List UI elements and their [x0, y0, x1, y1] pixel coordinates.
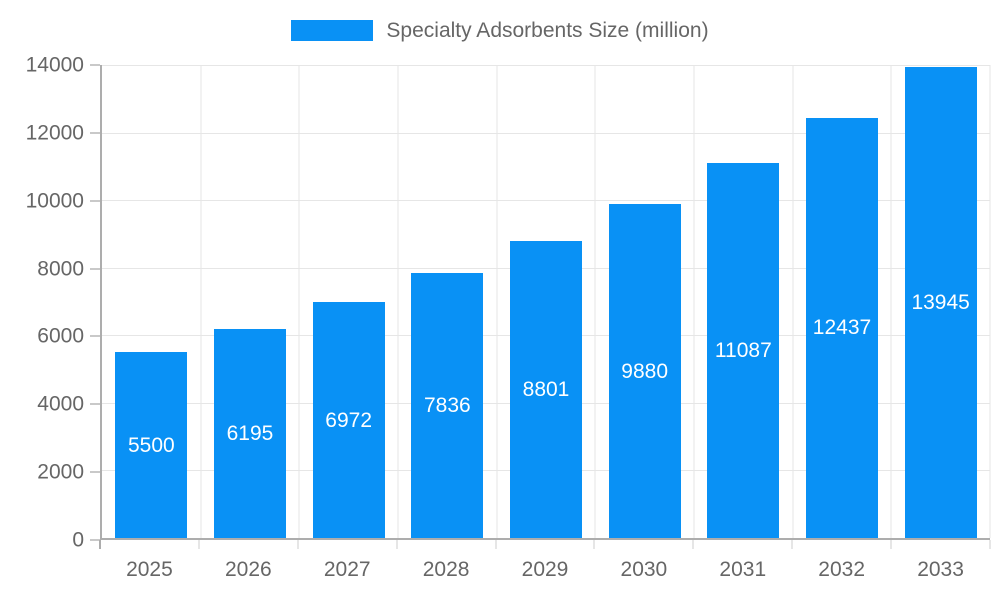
x-gridline: [496, 65, 498, 538]
y-axis-tick-label: 0: [72, 528, 84, 552]
x-axis-tick-mark: [890, 540, 893, 549]
plot-area: 5500 6195 6972 7836 8801 9880 11087 12437 13945: [100, 65, 991, 540]
bar-value-label: 13945: [911, 290, 970, 314]
x-axis-tick-mark: [494, 540, 497, 549]
bar-value-label: 6972: [325, 408, 373, 432]
y-axis-labels: 0 2000 4000 6000 8000 10000 12000 14000: [0, 55, 84, 551]
bar-value-label: 12437: [812, 316, 872, 340]
x-axis-tick-label: 2027: [323, 558, 371, 581]
x-gridline: [397, 65, 399, 538]
x-axis-tick-mark: [593, 540, 596, 549]
y-gridline: [102, 65, 990, 66]
y-axis-tick-mark: [90, 471, 100, 474]
bar-value-label: 11087: [714, 339, 772, 363]
legend-swatch: [291, 20, 374, 42]
y-axis-tick-mark: [90, 199, 100, 202]
x-axis-tick-label: 2033: [917, 558, 964, 581]
x-axis-tick-label: 2029: [521, 558, 569, 581]
bar-2025[interactable]: 5500: [115, 352, 188, 538]
y-axis-tick-label: 14000: [25, 53, 84, 77]
y-gridline: [102, 200, 990, 202]
bar-value-label: 5500: [127, 433, 175, 457]
x-axis-tick-mark: [989, 540, 991, 549]
bar-2031[interactable]: 11087: [707, 163, 780, 538]
bar-2028[interactable]: 7836: [411, 273, 484, 538]
y-axis-tick-label: 12000: [25, 121, 84, 145]
y-axis-tick-mark: [90, 131, 100, 134]
x-axis-ticks: [99, 540, 991, 549]
x-axis-tick-mark: [296, 540, 299, 549]
x-gridline: [693, 65, 695, 538]
bar-2027[interactable]: 6972: [312, 302, 385, 538]
y-axis-tick-label: 10000: [25, 189, 84, 213]
x-axis-tick-mark: [692, 540, 695, 549]
bar-2033[interactable]: 13945: [904, 66, 977, 538]
x-gridline: [792, 65, 794, 538]
y-axis-tick-label: 8000: [37, 257, 84, 281]
x-axis-tick-mark: [791, 540, 794, 549]
x-axis-tick-label: 2028: [422, 558, 470, 581]
y-axis-tick-mark: [90, 335, 100, 338]
y-axis-tick-mark: [90, 267, 100, 270]
x-axis-tick-mark: [197, 540, 200, 549]
y-axis-tick-mark: [90, 403, 100, 406]
x-axis-tick-mark: [395, 540, 398, 549]
bar-value-label: 7836: [423, 394, 471, 418]
x-gridline: [200, 65, 202, 538]
x-axis-tick-label: 2031: [719, 558, 767, 581]
y-axis-tick-mark: [90, 64, 100, 66]
y-axis-tick-label: 6000: [37, 324, 84, 348]
x-gridline: [890, 65, 892, 538]
y-axis-tick-mark: [90, 539, 100, 541]
x-axis-tick-label: 2030: [620, 558, 668, 581]
legend-label: Specialty Adsorbents Size (million): [386, 19, 709, 42]
x-axis-tick-label: 2026: [224, 558, 272, 581]
bar-2029[interactable]: 8801: [510, 240, 582, 538]
x-gridline: [594, 65, 596, 538]
bar-value-label: 8801: [522, 377, 570, 401]
x-axis-tick-mark: [99, 540, 101, 549]
bar-2032[interactable]: 12437: [806, 117, 878, 538]
y-axis-tick-label: 4000: [37, 392, 84, 416]
bar-2026[interactable]: 6195: [213, 328, 286, 538]
x-axis-tick-label: 2025: [126, 558, 173, 581]
y-gridline: [102, 132, 990, 134]
x-gridline: [298, 65, 300, 538]
bar-2030[interactable]: 9880: [608, 204, 681, 538]
y-axis-ticks: [88, 64, 100, 541]
bar-value-label: 9880: [621, 359, 669, 383]
x-axis-tick-label: 2032: [818, 558, 866, 581]
chart-legend[interactable]: Specialty Adsorbents Size (million): [0, 19, 1000, 42]
x-gridline: [989, 65, 991, 538]
bar-value-label: 6195: [226, 421, 274, 445]
y-axis-tick-label: 2000: [37, 460, 84, 484]
x-axis-labels: 2025 2026 2027 2028 2029 2030 2031 2032 2033: [100, 558, 990, 590]
